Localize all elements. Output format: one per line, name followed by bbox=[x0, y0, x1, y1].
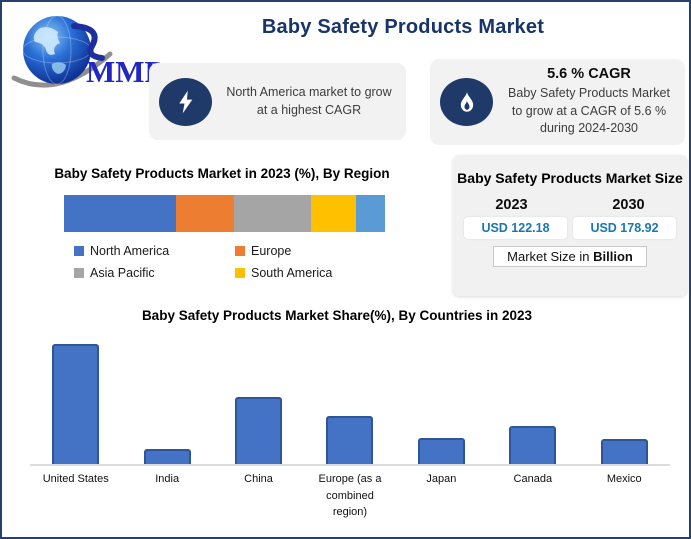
legend-item-asia-pacific: Asia Pacific bbox=[74, 266, 235, 280]
page-title: Baby Safety Products Market bbox=[261, 16, 545, 38]
unit-note-prefix: Market Size in bbox=[507, 249, 594, 265]
continent-shape-2 bbox=[51, 62, 66, 74]
legend-item-europe: Europe bbox=[235, 244, 396, 258]
axis-label-china: China bbox=[244, 473, 273, 485]
legend-label: Europe bbox=[251, 244, 292, 258]
market-size-panel: Baby Safety Products Market Size 2023 20… bbox=[453, 155, 687, 296]
axis-label-japan: Japan bbox=[426, 473, 457, 485]
legend-swatch bbox=[235, 268, 245, 278]
highlight-text: North America market to grow at a highes… bbox=[226, 85, 392, 117]
axis-label-canada: Canada bbox=[513, 473, 553, 485]
cagr-heading: 5.6 % CAGR bbox=[547, 66, 631, 83]
axis-label-united-states: United States bbox=[42, 473, 109, 485]
market-value-2030: USD 178.92 bbox=[573, 217, 676, 240]
bar-canada bbox=[509, 426, 557, 464]
region-stacked-bar bbox=[64, 195, 385, 232]
mmr-logo: MMR bbox=[10, 12, 168, 100]
bar-mexico bbox=[600, 439, 648, 464]
country-axis-labels: United States India China Europe (as a comb… bbox=[30, 471, 670, 521]
legend-label: North America bbox=[90, 244, 170, 258]
lightning-icon bbox=[159, 77, 212, 126]
globe-logo-graphic: MMR bbox=[11, 15, 168, 89]
legend-swatch bbox=[74, 246, 84, 256]
bar-europe-as-a-combined-region bbox=[326, 416, 374, 464]
region-segment-unlabeled-segment bbox=[356, 195, 385, 232]
swoosh-navy bbox=[71, 23, 105, 61]
country-chart-title: Baby Safety Products Market Share(%), By… bbox=[141, 308, 533, 323]
region-segment-north-america bbox=[64, 195, 177, 232]
axis-label-europe-as-a-combined-region: Europe (as a combined region) bbox=[318, 473, 382, 518]
bar-china bbox=[235, 397, 283, 464]
bar-japan bbox=[417, 438, 465, 464]
year-2023-label: 2023 bbox=[495, 197, 528, 214]
bar-india bbox=[143, 449, 191, 464]
highlight-text: Baby Safety Products Market to grow at a… bbox=[508, 86, 670, 136]
market-size-title: Baby Safety Products Market Size bbox=[457, 170, 683, 186]
legend-label: Asia Pacific bbox=[90, 266, 155, 280]
flame-icon bbox=[440, 78, 493, 126]
legend-item-south-america: South America bbox=[235, 266, 396, 280]
bar-united-states bbox=[52, 344, 100, 464]
region-chart-title: Baby Safety Products Market in 2023 (%),… bbox=[54, 166, 390, 181]
legend-swatch bbox=[235, 246, 245, 256]
country-bar-chart bbox=[30, 332, 670, 466]
highlight-box-cagr: 5.6 % CAGR Baby Safety Products Market t… bbox=[430, 59, 685, 145]
market-value-2023: USD 122.18 bbox=[464, 217, 567, 240]
year-2030-label: 2030 bbox=[612, 197, 645, 214]
region-legend: North America Europe Asia Pacific South Ame… bbox=[74, 244, 396, 280]
legend-label: South America bbox=[251, 266, 333, 280]
region-segment-europe bbox=[176, 195, 235, 232]
region-segment-south-america bbox=[311, 195, 357, 232]
axis-label-india: India bbox=[155, 473, 180, 485]
market-size-unit-note: Market Size in Billion bbox=[493, 246, 647, 268]
legend-item-north-america: North America bbox=[74, 244, 235, 258]
legend-swatch bbox=[74, 268, 84, 278]
unit-note-bold: Billion bbox=[593, 249, 633, 265]
region-segment-asia-pacific bbox=[234, 195, 312, 232]
axis-label-mexico: Mexico bbox=[606, 473, 642, 485]
continent-shape bbox=[33, 27, 60, 55]
highlight-box-north-america: North America market to grow at a highes… bbox=[149, 63, 406, 140]
